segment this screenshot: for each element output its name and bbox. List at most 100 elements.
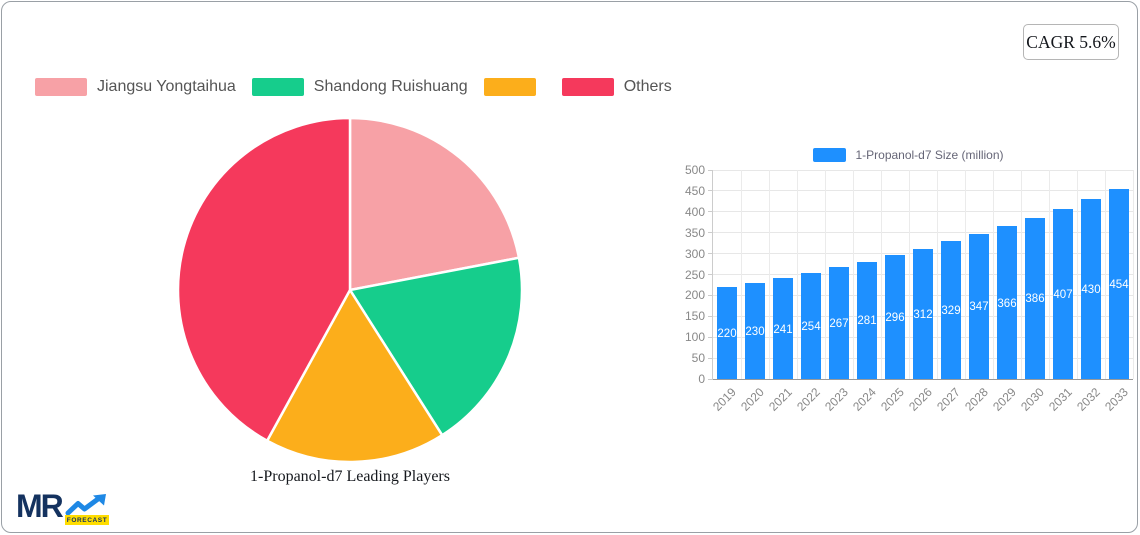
bar-2020: 230: [745, 282, 765, 379]
bar-2021: 241: [773, 278, 793, 379]
bar-value-label: 281: [857, 315, 877, 328]
x-tick-label: 2027: [934, 385, 963, 414]
x-tick-label: 2030: [1018, 385, 1047, 414]
logo-right-block: FORECAST: [64, 494, 110, 525]
gridline-vertical: [768, 170, 770, 379]
bar-2029: 366: [997, 226, 1017, 379]
x-tick-label: 2032: [1074, 385, 1103, 414]
pie-slice-shandong-ruishuang: [348, 256, 524, 437]
bar-value-label: 329: [941, 305, 961, 318]
bar-value-label: 347: [969, 301, 989, 314]
gridline-horizontal: [713, 211, 1133, 213]
bar-2024: 281: [857, 261, 877, 379]
legend-item-unnamed: [483, 78, 546, 96]
y-tick-label: 500: [684, 163, 705, 177]
legend-swatch: [483, 78, 536, 96]
gridline-vertical: [740, 170, 742, 379]
gridline-vertical: [1020, 170, 1022, 379]
y-tick-label: 0: [698, 372, 705, 386]
bar-value-label: 267: [829, 318, 849, 331]
logo-mr-text: MR: [16, 488, 64, 524]
mr-forecast-logo: MR FORECAST: [16, 488, 110, 525]
gridline-vertical: [880, 170, 882, 379]
gridline-vertical: [824, 170, 826, 379]
gridline-vertical: [964, 170, 966, 379]
bar-value-label: 230: [745, 325, 765, 338]
bar-value-label: 220: [717, 328, 737, 341]
y-tick-mark: [708, 336, 713, 338]
y-tick-label: 100: [684, 330, 705, 345]
bar-2032: 430: [1081, 199, 1101, 379]
y-tick-label: 150: [684, 309, 705, 324]
trending-up-arrow-icon: [65, 494, 106, 516]
bar-2030: 386: [1025, 217, 1045, 379]
gridline-horizontal: [713, 169, 1133, 171]
y-tick-label: 300: [684, 246, 705, 261]
x-tick-label: 2026: [906, 385, 935, 414]
y-tick-mark: [708, 294, 713, 296]
gridline-vertical: [1132, 170, 1134, 379]
gridline-horizontal: [713, 232, 1133, 234]
y-tick-mark: [708, 169, 713, 171]
pie-slice-jiangsu-yongtaihua: [348, 116, 521, 292]
legend-label: Jiangsu Yongtaihua: [97, 78, 236, 95]
bar-2023: 267: [829, 267, 849, 379]
x-tick-label: 2033: [1102, 385, 1131, 414]
logo-forecast-badge: FORECAST: [64, 515, 110, 525]
y-tick-label: 450: [684, 183, 705, 198]
legend-item-shandong-ruishuang: Shandong Ruishuang: [251, 78, 468, 96]
pie-chart: [176, 116, 524, 464]
legend-swatch: [35, 78, 87, 96]
bar-2026: 312: [913, 248, 933, 379]
pie-slice-unnamed: [265, 288, 444, 464]
bar-value-label: 430: [1081, 284, 1101, 297]
x-tick-label: 2028: [962, 385, 991, 414]
bar-value-label: 241: [773, 323, 793, 336]
y-tick-mark: [708, 232, 713, 234]
gridline-vertical: [1104, 170, 1106, 379]
gridline-vertical: [992, 170, 994, 379]
legend-item-jiangsu-yongtaihua: Jiangsu Yongtaihua: [35, 78, 236, 96]
y-tick-mark: [708, 190, 713, 192]
x-tick-label: 2029: [990, 385, 1019, 414]
bar-2033: 454: [1109, 189, 1129, 379]
x-tick-label: 2023: [822, 385, 851, 414]
bar-2031: 407: [1053, 208, 1073, 379]
y-tick-label: 400: [684, 204, 705, 219]
bar-2019: 220: [717, 287, 737, 379]
bar-value-label: 386: [1025, 293, 1045, 306]
legend-item-others: Others: [561, 78, 672, 96]
bar-plot-area: 0 50 100 150 200 250 300 350 400 450 500 220 2019 230…: [685, 163, 1134, 414]
x-tick-label: 2019: [710, 385, 739, 414]
pie-legend: Jiangsu Yongtaihua Shandong Ruishuang Othe…: [35, 78, 672, 96]
legend-swatch: [251, 78, 304, 96]
x-tick-label: 2021: [766, 385, 795, 414]
bar-2027: 329: [941, 241, 961, 379]
y-tick-label: 250: [684, 267, 705, 282]
bar-value-label: 407: [1053, 288, 1073, 301]
bar-legend-label: 1-Propanol-d7 Size (million): [855, 148, 1004, 162]
gridline-vertical: [796, 170, 798, 379]
cagr-badge: CAGR 5.6%: [1023, 24, 1119, 60]
bar-value-label: 312: [913, 308, 933, 321]
gridline-vertical: [1048, 170, 1050, 379]
y-tick-mark: [708, 357, 713, 359]
gridline-horizontal: [713, 190, 1133, 192]
bar-legend-swatch: [813, 148, 847, 162]
y-tick-mark: [708, 211, 713, 213]
legend-swatch: [561, 78, 614, 96]
y-tick-mark: [708, 315, 713, 317]
x-tick-label: 2024: [850, 385, 879, 414]
y-tick-mark: [708, 274, 713, 275]
legend-label: Others: [623, 78, 672, 95]
y-tick-mark: [708, 378, 713, 380]
bar-2022: 254: [801, 272, 821, 379]
pie-slice-others: [176, 116, 352, 442]
x-tick-label: 2025: [878, 385, 907, 414]
x-tick-label: 2031: [1046, 385, 1075, 414]
bar-chart: 1-Propanol-d7 Size (million) 0 50 100 150 20…: [680, 144, 1137, 436]
y-tick-mark: [708, 253, 713, 255]
bar-value-label: 296: [885, 312, 905, 325]
legend-label: Shandong Ruishuang: [313, 78, 468, 95]
